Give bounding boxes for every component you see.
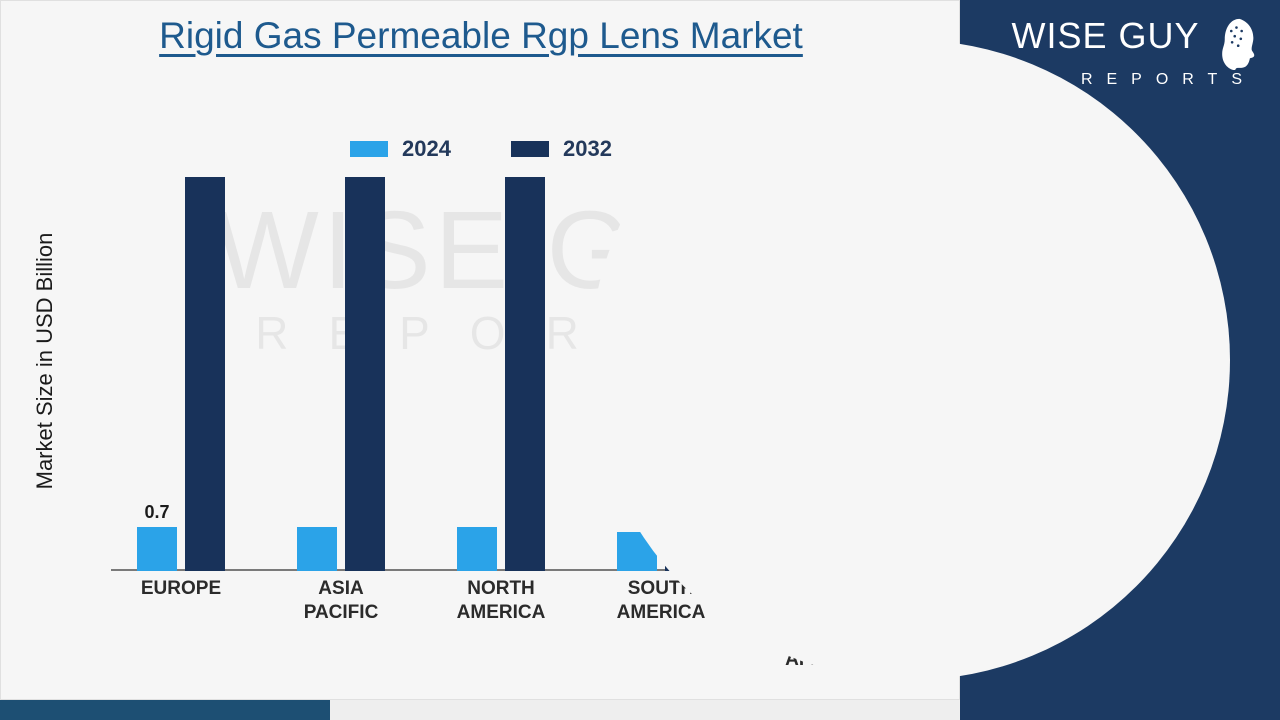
bar-2032	[345, 177, 385, 571]
legend-swatch-2032	[511, 141, 549, 157]
brand-logo: WISE GUY REPORTS	[1012, 18, 1256, 88]
y-axis-label: Market Size in USD Billion	[32, 233, 58, 490]
legend-swatch-2024	[350, 141, 388, 157]
category-label: NORTHAMERICA	[426, 577, 576, 625]
category-label: ASIAPACIFIC	[266, 577, 416, 625]
bar-value-label: 0.7	[127, 502, 187, 523]
brand-head-icon	[1210, 18, 1256, 70]
side-panel: WISE GUY REPORTS	[960, 0, 1280, 720]
category-label: EUROPE	[106, 577, 256, 601]
legend-label-2024: 2024	[402, 136, 451, 162]
legend-label-2032: 2032	[563, 136, 612, 162]
bar-2024	[137, 527, 177, 571]
stage: Rigid Gas Permeable Rgp Lens Market WISE…	[0, 0, 1280, 720]
legend-item-2024: 2024	[350, 136, 451, 162]
bar-2032	[185, 177, 225, 571]
legend-item-2032: 2032	[511, 136, 612, 162]
brand-sub: REPORTS	[1012, 72, 1256, 88]
side-circle	[590, 40, 1230, 680]
brand-main: WISE GUY	[1012, 15, 1200, 56]
footer-accent-bar	[0, 700, 330, 720]
bar-2032	[505, 177, 545, 571]
chart-title: Rigid Gas Permeable Rgp Lens Market	[1, 15, 961, 57]
bar-2024	[297, 527, 337, 571]
bar-2024	[457, 527, 497, 571]
